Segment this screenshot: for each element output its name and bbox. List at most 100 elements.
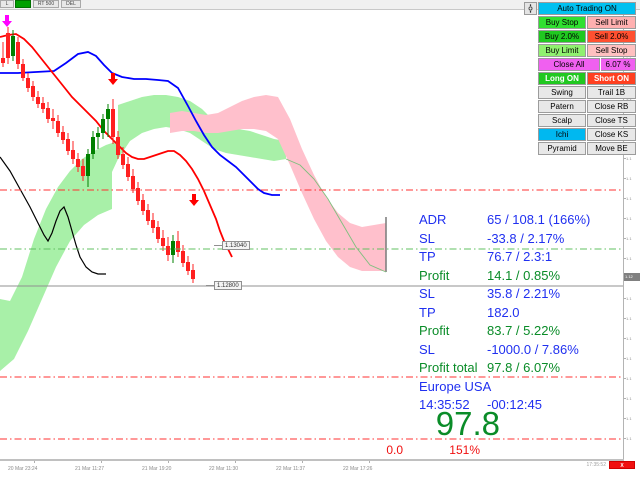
candle-body: [161, 238, 165, 246]
price-tag: 1.12800: [214, 281, 242, 290]
ea-button-sell-2-0[interactable]: Sell 2.0%: [587, 30, 636, 43]
candle-body: [26, 78, 30, 88]
candle-body: [96, 133, 100, 137]
stat-value: 35.8 / 2.21%: [487, 286, 560, 301]
price-chart[interactable]: 1.13040 1.12800: [0, 9, 624, 459]
ea-button-buy-limit[interactable]: Buy Limit: [538, 44, 586, 57]
stat-label: Profit total: [419, 360, 478, 375]
ea-button-trail-1b[interactable]: Trail 1B: [587, 86, 636, 99]
ea-button-long-on[interactable]: Long ON: [538, 72, 586, 85]
tenkan-sen-line: [0, 33, 233, 258]
ea-button-buy-stop[interactable]: Buy Stop: [538, 16, 586, 29]
ea-button-move-be[interactable]: Move BE: [587, 142, 636, 155]
arrow-down-icon: [108, 73, 118, 85]
toolbar: L RT 500 DEL: [0, 0, 640, 10]
candle-body: [186, 262, 190, 271]
candle-body: [31, 86, 35, 97]
candle-body: [176, 241, 180, 252]
ea-button-close-all-percent[interactable]: 6.07 %: [601, 58, 636, 71]
ea-panel-row: Patern Close RB: [524, 100, 636, 113]
candle-body: [131, 176, 135, 189]
time-axis-label: 20 Mar 23:24: [8, 466, 38, 472]
ea-panel-row: Long ON Short ON: [524, 72, 636, 85]
candle-body: [71, 150, 75, 159]
chikou-span-line: [0, 156, 106, 275]
ea-button-close-rb[interactable]: Close RB: [587, 100, 636, 113]
stat-label: TP: [419, 249, 436, 264]
candle-body: [136, 188, 140, 201]
ea-button-swing[interactable]: Swing: [538, 86, 586, 99]
toolbar-button-2[interactable]: [15, 0, 31, 8]
candle-body: [41, 103, 45, 109]
ea-button-auto-trading-on[interactable]: Auto Trading ON: [538, 2, 636, 15]
ea-button-short-on[interactable]: Short ON: [587, 72, 636, 85]
candle-body: [36, 97, 40, 104]
ea-panel-row: Pyramid Move BE: [524, 142, 636, 155]
ea-button-sell-limit[interactable]: Sell Limit: [587, 16, 636, 29]
stat-value: 76.7 / 2.3:1: [487, 249, 553, 264]
current-price-marker: 1.12: [624, 273, 640, 281]
arrow-down-icon: [2, 15, 12, 27]
profit-secondary-left: 0.0: [386, 443, 403, 457]
time-axis-tick: [101, 460, 102, 463]
stat-value: 65 / 108.1 (166%): [487, 212, 591, 227]
ea-button-close-all[interactable]: Close All: [538, 58, 600, 71]
time-axis[interactable]: 20 Mar 23:24 21 Mar 11:27 21 Mar 19:20 22 M…: [0, 459, 624, 480]
arrow-down-icon: [189, 194, 199, 206]
time-axis-tick: [369, 460, 370, 463]
stat-label: 14:35:52: [419, 397, 470, 412]
signal-arrows: [2, 15, 199, 206]
candle-body: [141, 200, 145, 211]
candle-body: [21, 64, 25, 78]
ea-button-patern[interactable]: Patern: [538, 100, 586, 113]
ea-panel-row: Swing Trail 1B: [524, 86, 636, 99]
candle-body: [81, 166, 85, 176]
senkou-span-b-line: [285, 158, 387, 273]
gear-icon[interactable]: [524, 2, 537, 15]
candle-body: [156, 227, 160, 239]
candle-body: [51, 118, 55, 121]
time-axis-label: 22 Mar 11:37: [276, 466, 306, 472]
candle-body: [11, 36, 15, 56]
candle-body: [166, 246, 170, 255]
stat-value: 83.7 / 5.22%: [487, 323, 560, 338]
candle-body: [111, 109, 115, 137]
ea-button-scalp[interactable]: Scalp: [538, 114, 586, 127]
candle-body: [1, 58, 5, 63]
stat-value: 14.1 / 0.85%: [487, 267, 560, 283]
price-scale-tick: 1.1: [624, 335, 640, 342]
price-tag-connector: [214, 245, 222, 246]
toolbar-button-3[interactable]: RT 500: [33, 0, 59, 8]
ea-button-buy-2-0[interactable]: Buy 2.0%: [538, 30, 586, 43]
level-lines: [0, 189, 624, 440]
candle-body: [46, 108, 50, 119]
stat-label: ADR: [419, 212, 447, 227]
time-axis-label: 22 Mar 11:30: [209, 466, 239, 472]
price-scale-tick: 1.1: [624, 295, 640, 302]
price-scale-tick: 1.1: [624, 195, 640, 202]
candle-body: [106, 109, 110, 119]
ea-button-close-ts[interactable]: Close TS: [587, 114, 636, 127]
ea-button-sell-stop[interactable]: Sell Stop: [587, 44, 636, 57]
time-axis-label: 22 Mar 17:26: [343, 466, 373, 472]
candle-body: [86, 154, 90, 176]
kumo-cloud-bullish-tail: [0, 171, 112, 371]
toolbar-button-4[interactable]: DEL: [61, 0, 81, 8]
chart-canvas: [0, 15, 624, 440]
stat-label: SL: [419, 286, 435, 301]
time-axis-tick: [34, 460, 35, 463]
candle-body: [91, 137, 95, 154]
toolbar-button-1[interactable]: L: [0, 0, 14, 8]
candle-body: [191, 270, 195, 279]
stat-value: -1000.0 / 7.86%: [487, 341, 579, 357]
ea-panel-row: Buy Limit Sell Stop: [524, 44, 636, 57]
price-tag-connector: [206, 285, 214, 286]
ea-button-ichi[interactable]: Ichi: [538, 128, 586, 141]
ea-button-close-ks[interactable]: Close KS: [587, 128, 636, 141]
ea-button-pyramid[interactable]: Pyramid: [538, 142, 586, 155]
price-scale-tick: 1.1: [624, 315, 640, 322]
ea-panel-row: Close All 6.07 %: [524, 58, 636, 71]
kumo-cloud-bearish: [170, 95, 386, 271]
time-axis-label: 21 Mar 11:27: [75, 466, 105, 472]
